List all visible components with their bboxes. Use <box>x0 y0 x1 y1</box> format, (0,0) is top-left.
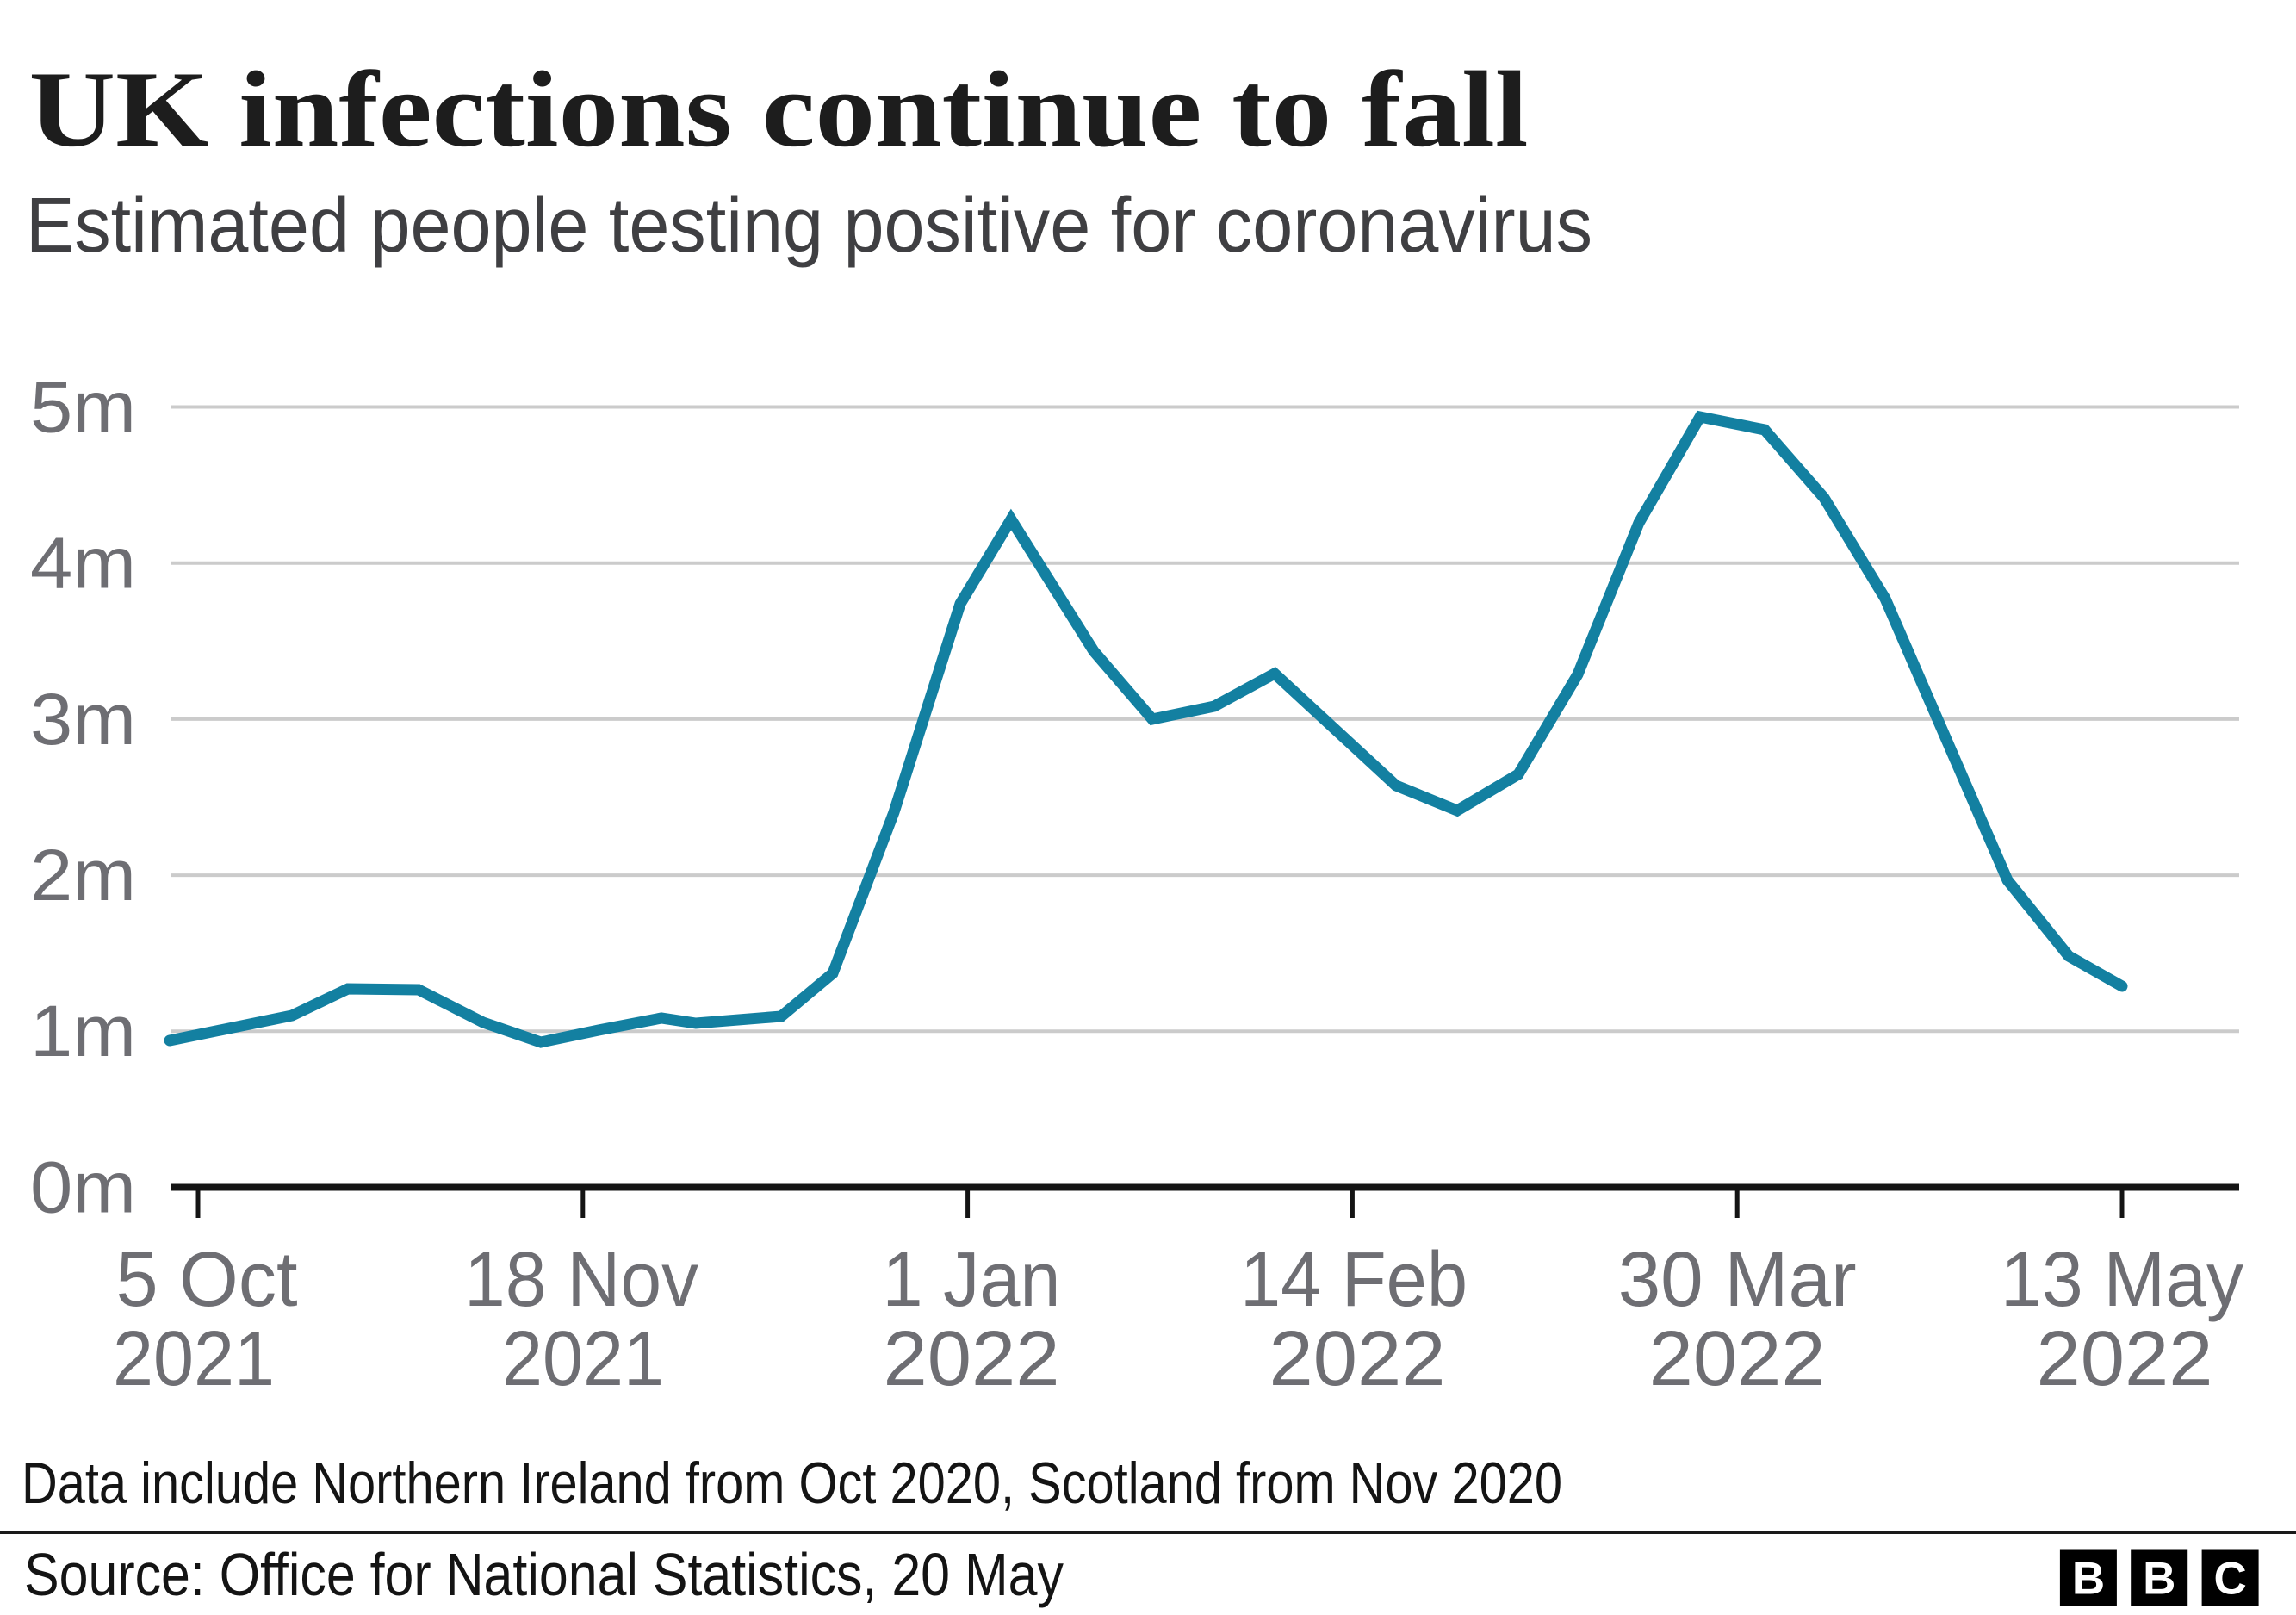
svg-text:Data include Northern Ireland: Data include Northern Ireland from Oct 2… <box>22 1450 1562 1516</box>
svg-text:B: B <box>2143 1554 2175 1605</box>
svg-text:2021: 2021 <box>502 1316 664 1402</box>
svg-text:1 Jan: 1 Jan <box>883 1237 1061 1323</box>
svg-text:4m: 4m <box>30 523 136 604</box>
svg-text:2022: 2022 <box>1269 1316 1446 1402</box>
svg-text:3m: 3m <box>30 679 136 760</box>
svg-text:13 May: 13 May <box>2001 1237 2243 1323</box>
svg-text:2021: 2021 <box>113 1316 275 1402</box>
svg-text:14 Feb: 14 Feb <box>1240 1237 1468 1323</box>
svg-text:Source: Office for National St: Source: Office for National Statistics, … <box>24 1541 1064 1608</box>
svg-text:C: C <box>2214 1554 2247 1605</box>
svg-text:2022: 2022 <box>2037 1316 2213 1402</box>
svg-text:Estimated people testing posit: Estimated people testing positive for co… <box>26 183 1592 269</box>
svg-text:5m: 5m <box>30 366 136 447</box>
svg-text:2022: 2022 <box>1649 1316 1826 1402</box>
svg-text:5 Oct: 5 Oct <box>116 1237 298 1323</box>
svg-text:0m: 0m <box>30 1146 136 1227</box>
svg-text:B: B <box>2072 1554 2105 1605</box>
svg-text:18 Nov: 18 Nov <box>464 1237 698 1323</box>
svg-text:2022: 2022 <box>884 1316 1060 1402</box>
svg-text:UK infections continue to fall: UK infections continue to fall <box>29 50 1529 170</box>
svg-text:30 Mar: 30 Mar <box>1618 1237 1857 1323</box>
svg-text:1m: 1m <box>30 991 136 1071</box>
svg-text:2m: 2m <box>30 835 136 916</box>
